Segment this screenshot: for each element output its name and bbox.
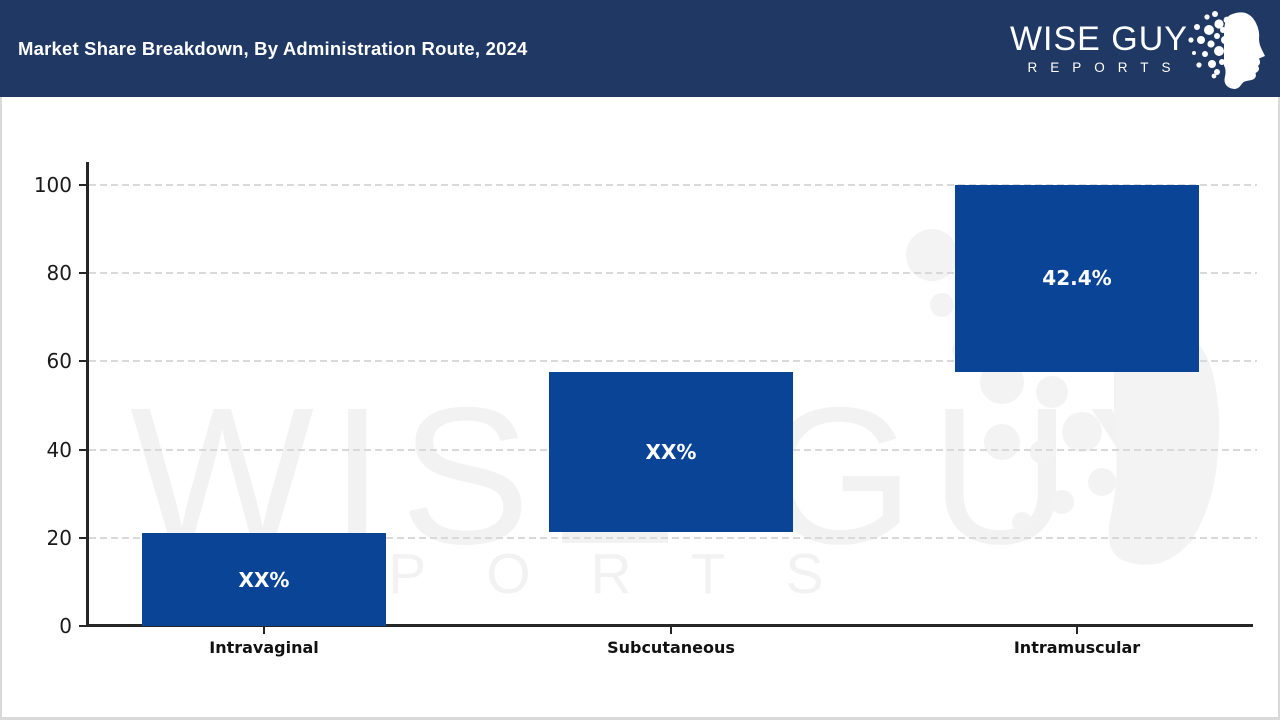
chart-header: Market Share Breakdown, By Administratio…	[0, 0, 1280, 97]
bar-value-label: XX%	[645, 440, 697, 465]
y-axis-spine	[86, 162, 89, 627]
x-tick	[1076, 627, 1078, 634]
category-label: Intramuscular	[1013, 638, 1141, 657]
category-label: Intravaginal	[209, 638, 319, 657]
y-tick	[79, 272, 87, 275]
y-tick	[79, 184, 87, 186]
wise-guy-logo: WISE GUY REPORTS	[1010, 6, 1266, 92]
bar-value-label: XX%	[238, 567, 290, 592]
y-tick-label: 40	[46, 437, 72, 462]
y-tick	[79, 448, 87, 451]
y-tick	[79, 360, 87, 363]
y-tick-label: 0	[59, 614, 72, 638]
y-tick-label: 60	[46, 349, 72, 374]
x-tick	[670, 627, 672, 634]
bar-value-label: 42.4%	[1042, 266, 1112, 291]
category-label: Subcutaneous	[607, 638, 735, 657]
logo-wordmark: WISE GUY REPORTS	[1010, 22, 1188, 75]
y-tick-label: 80	[46, 261, 72, 286]
chart-title: Market Share Breakdown, By Administratio…	[18, 37, 528, 59]
logo-wordmark-line2: REPORTS	[1027, 60, 1184, 76]
bar-intramuscular: 42.4%	[955, 185, 1199, 372]
y-tick	[79, 536, 87, 539]
logo-wordmark-line1: WISE GUY	[1009, 20, 1188, 59]
y-gridline	[89, 272, 1257, 275]
y-tick	[79, 625, 87, 627]
bar-intravaginal: XX%	[142, 533, 386, 626]
y-gridline	[89, 360, 1257, 363]
y-tick-label: 20	[46, 525, 72, 550]
y-tick-label: 100	[33, 173, 72, 197]
logo-face-icon	[1188, 10, 1265, 89]
y-gridline	[89, 536, 1257, 539]
x-axis-spine	[86, 624, 1253, 627]
y-gridline	[89, 184, 1257, 186]
x-tick	[263, 627, 265, 634]
bar-subcutaneous: XX%	[549, 371, 793, 533]
